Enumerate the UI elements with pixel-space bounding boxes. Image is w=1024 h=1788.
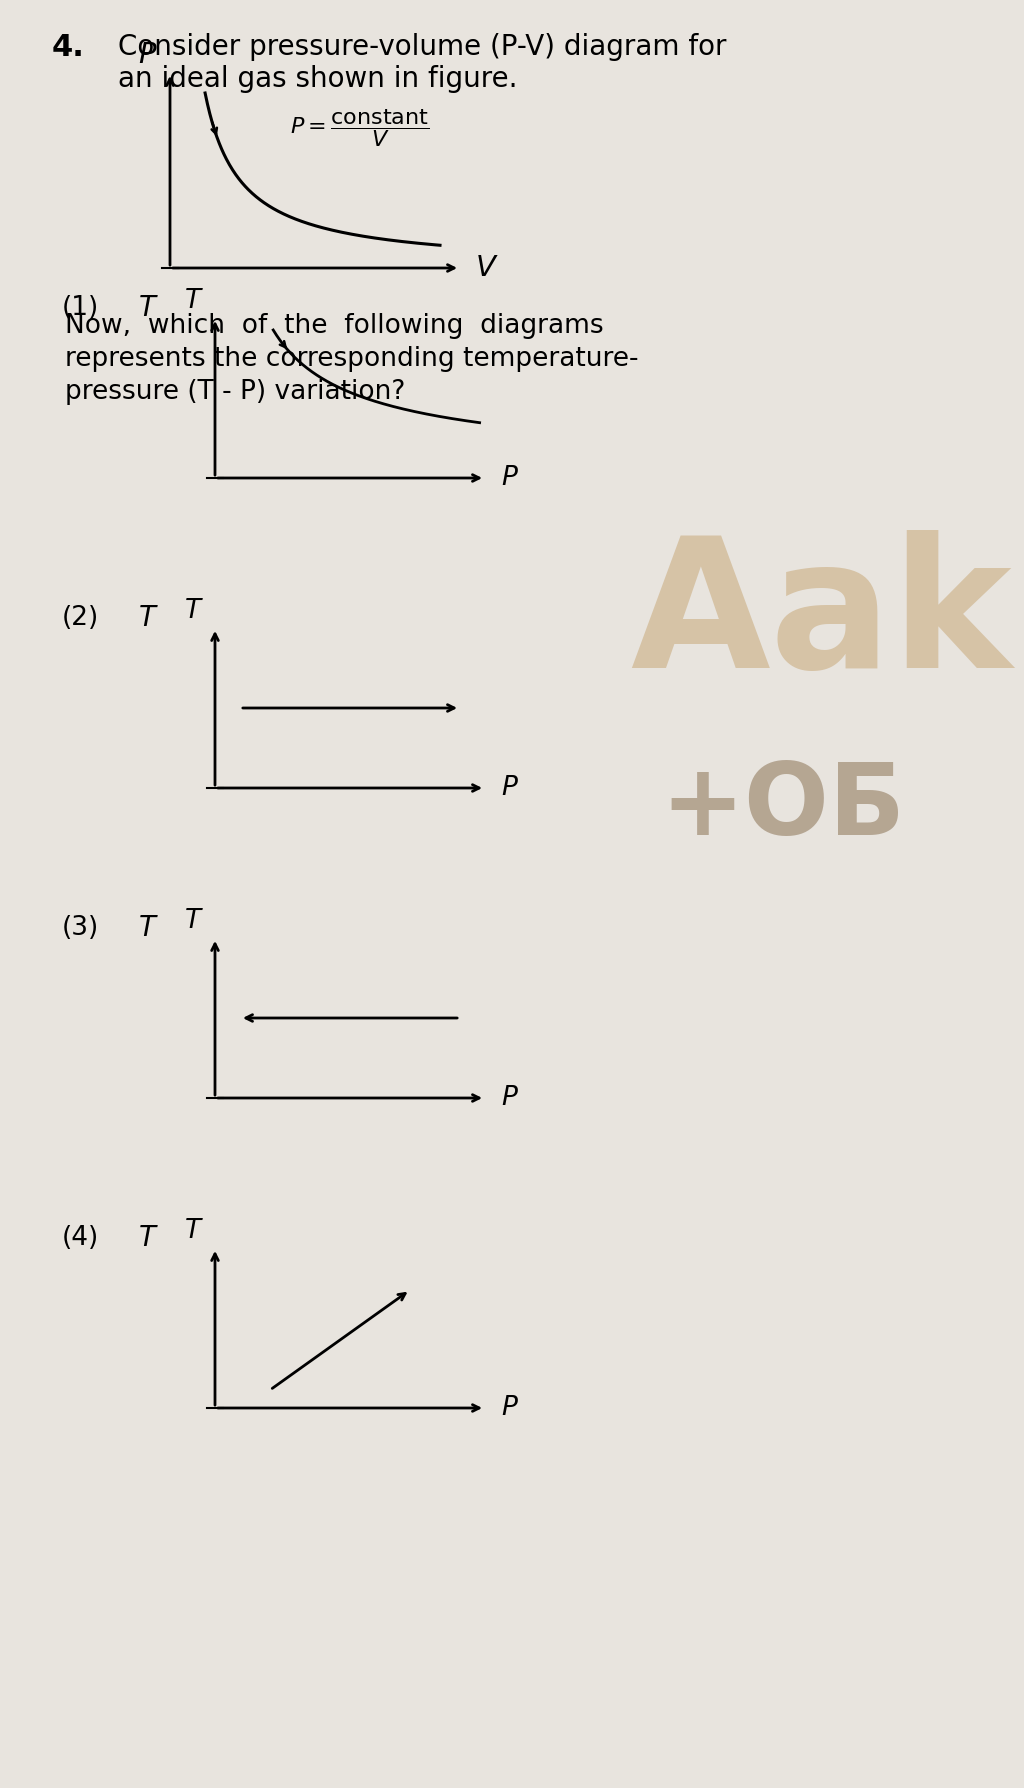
Text: T: T <box>185 597 201 624</box>
Text: $T$: $T$ <box>137 1225 159 1252</box>
Text: pressure (T - P) variation?: pressure (T - P) variation? <box>65 379 406 406</box>
Text: (3): (3) <box>62 915 99 940</box>
Text: (2): (2) <box>62 604 99 631</box>
Text: V: V <box>476 254 496 283</box>
Text: P: P <box>501 1085 517 1110</box>
Text: P: P <box>501 1395 517 1421</box>
Text: (4): (4) <box>62 1225 99 1252</box>
Text: T: T <box>185 908 201 933</box>
Text: T: T <box>185 288 201 315</box>
Text: Aak: Aak <box>630 529 1012 706</box>
Text: $T$: $T$ <box>137 604 159 631</box>
Text: $T$: $T$ <box>137 914 159 942</box>
Text: P: P <box>138 41 156 70</box>
Text: $T$: $T$ <box>137 293 159 322</box>
Text: P: P <box>501 465 517 492</box>
Text: (1): (1) <box>62 295 99 322</box>
Text: Now,  which  of  the  following  diagrams: Now, which of the following diagrams <box>65 313 603 340</box>
Text: 4.: 4. <box>52 32 85 63</box>
Text: $P = \dfrac{\mathrm{constant}}{V}$: $P = \dfrac{\mathrm{constant}}{V}$ <box>290 107 429 148</box>
Text: an ideal gas shown in figure.: an ideal gas shown in figure. <box>118 64 517 93</box>
Text: represents the corresponding temperature-: represents the corresponding temperature… <box>65 347 639 372</box>
Text: P: P <box>501 774 517 801</box>
Text: Consider pressure-volume (P-V) diagram for: Consider pressure-volume (P-V) diagram f… <box>118 32 726 61</box>
Text: +ОБ: +ОБ <box>660 760 905 856</box>
Text: T: T <box>185 1218 201 1244</box>
